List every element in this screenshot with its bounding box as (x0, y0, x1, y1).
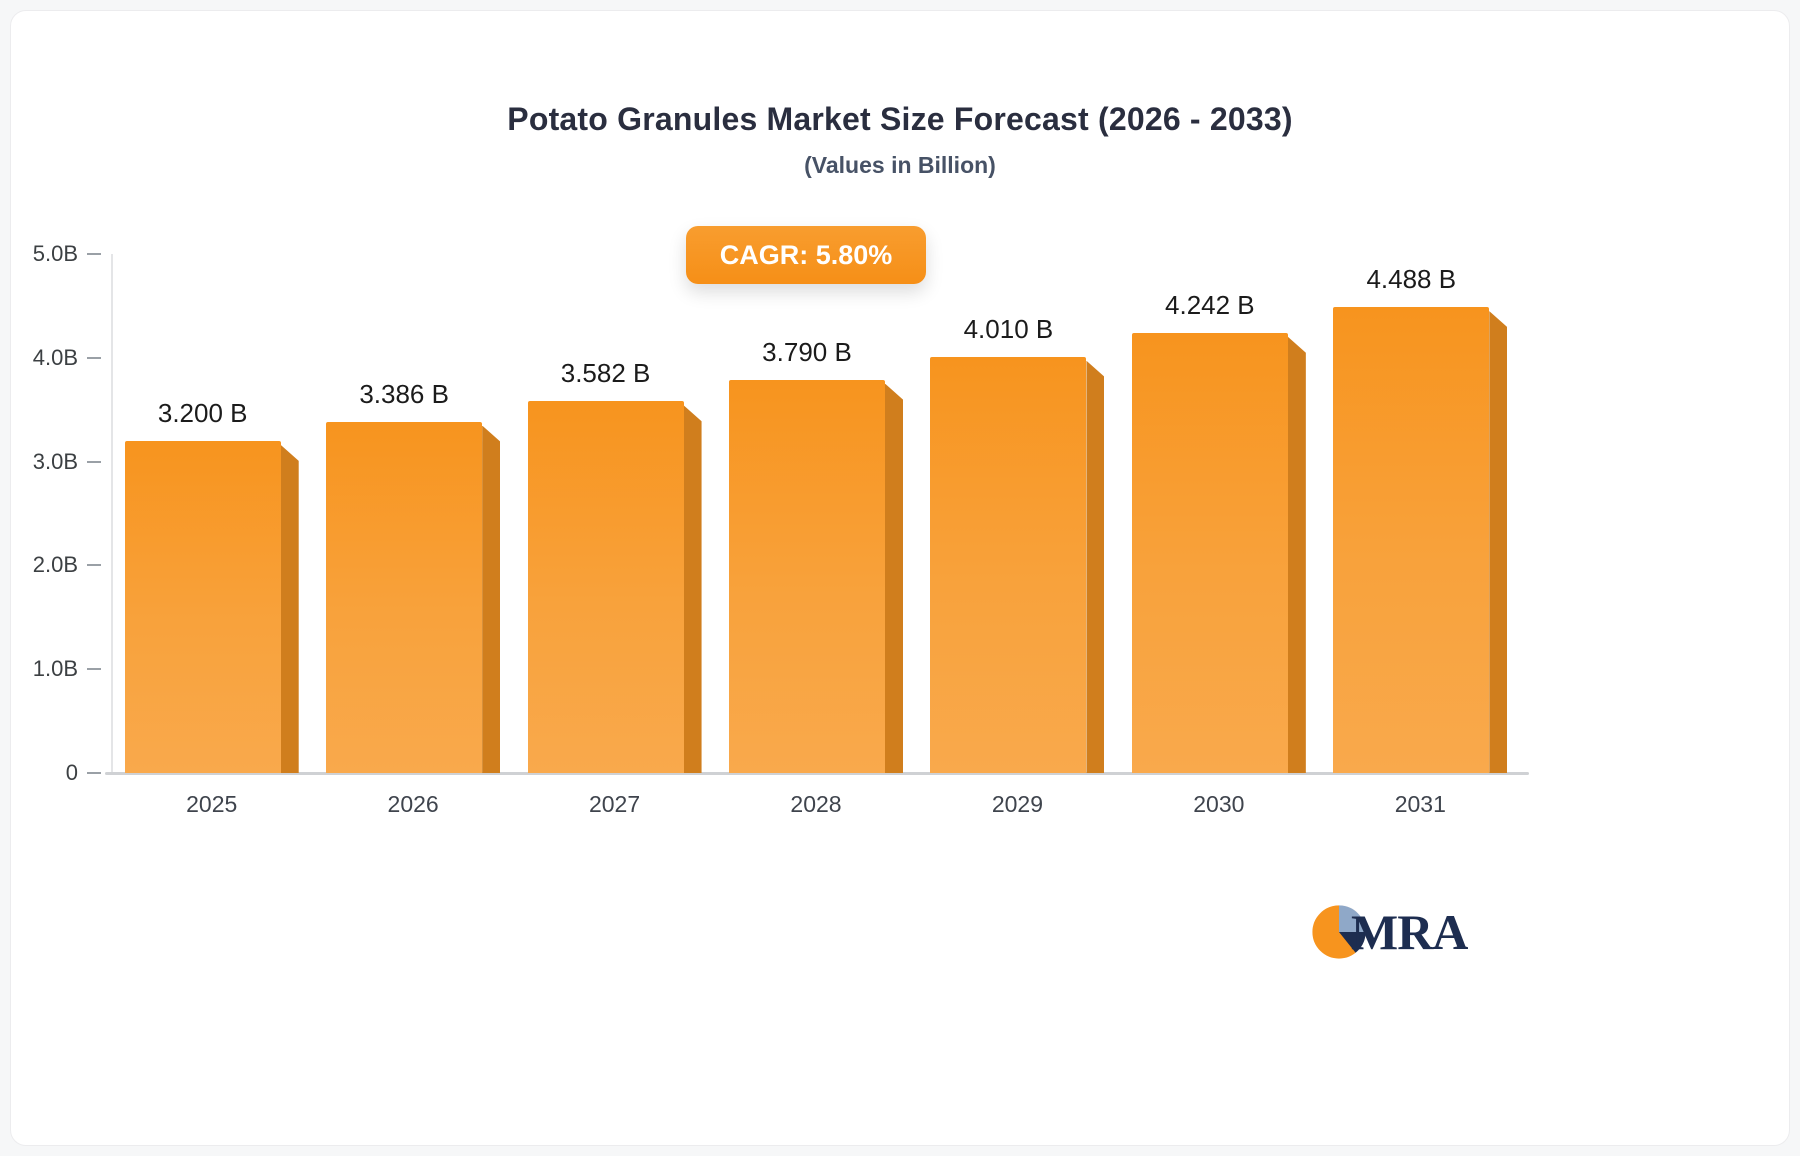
x-axis-label-2031: 2031 (1394, 791, 1446, 817)
bar-side-shadow (885, 383, 903, 773)
y-axis-tick-label: 1.0B (32, 656, 78, 682)
bar-2029: 4.010 B (930, 314, 1105, 773)
y-axis-tick: 2.0B (11, 552, 101, 578)
y-axis-tick-label: 0 (65, 760, 78, 785)
bar-2027: 3.582 B (527, 358, 702, 773)
bar-value-label: 4.488 B (1366, 264, 1457, 295)
y-axis-tick-mark (87, 564, 101, 567)
chart-title: Potato Granules Market Size Forecast (20… (507, 101, 1293, 137)
bar-face (124, 440, 281, 773)
x-axis-label-2028: 2028 (790, 791, 842, 817)
bar-face (326, 421, 483, 773)
pie-logo-icon (1311, 904, 1367, 960)
bar-face (1131, 332, 1288, 773)
bar-side-shadow (683, 405, 702, 773)
y-axis-tick: 1.0B (11, 656, 101, 682)
y-axis-tick: 5.0B (11, 241, 101, 267)
bar-2026: 3.386 B (326, 379, 501, 773)
x-axis-label-2030: 2030 (1193, 791, 1245, 817)
y-axis-tick: 4.0B (11, 344, 101, 371)
bar-2025: 3.200 B (124, 398, 299, 773)
cagr-badge: CAGR: 5.80% (686, 226, 926, 284)
y-axis-tick: 0 (11, 760, 101, 786)
bar-face (1333, 307, 1490, 773)
cagr-badge-label: CAGR: 5.80% (719, 239, 893, 270)
x-axis-label-2026: 2026 (387, 791, 439, 817)
y-axis-tick-mark (87, 460, 101, 463)
y-axis-tick-label: 3.0B (32, 448, 78, 474)
bar-2028: 3.790 B (729, 337, 903, 773)
bar-face (729, 379, 885, 773)
y-axis-tick-label: 4.0B (32, 344, 78, 370)
y-axis-tick: 3.0B (11, 448, 101, 475)
y-axis-tick-label: 5.0B (32, 241, 78, 266)
y-axis-line (111, 254, 113, 773)
logo-text: MRA (1351, 904, 1468, 960)
x-axis-label-2027: 2027 (588, 791, 641, 817)
mra-logo: MRA (1311, 903, 1468, 961)
bar-side-shadow (1086, 360, 1105, 773)
y-axis-tick-mark (87, 253, 101, 255)
y-axis-tick-mark (87, 356, 101, 359)
bar-2030: 4.242 B (1131, 290, 1306, 773)
bar-value-label: 3.790 B (762, 336, 852, 367)
bar-side-shadow (482, 425, 501, 773)
bar-side-shadow (1287, 336, 1306, 773)
y-axis-tick-mark (87, 772, 101, 774)
bar-side-shadow (280, 444, 299, 773)
bar-value-label: 4.242 B (1165, 289, 1255, 320)
bar-chart-plot-area: 5.0B 4.0B 3.0B 2.0B 1.0B 0 3.200 B 3.386 B 3.58… (33, 241, 1529, 817)
bar-value-label: 3.582 B (560, 358, 651, 389)
chart-card: Potato Granules Market Size Forecast (20… (10, 10, 1790, 1146)
bar-value-label: 4.010 B (963, 313, 1054, 344)
y-axis-tick-label: 2.0B (32, 552, 78, 578)
chart-subtitle: (Values in Billion) (804, 152, 996, 178)
bar-2031: 4.488 B (1333, 264, 1508, 773)
bar-side-shadow (1489, 311, 1508, 773)
bar-value-label: 3.386 B (359, 378, 449, 409)
bar-value-label: 3.200 B (157, 397, 248, 428)
bar-face (930, 356, 1087, 773)
y-axis-tick-mark (87, 668, 101, 671)
bar-face (527, 401, 684, 773)
x-axis-baseline (105, 772, 1529, 775)
x-axis-label-2029: 2029 (991, 791, 1044, 817)
x-axis-label-2025: 2025 (186, 791, 238, 817)
